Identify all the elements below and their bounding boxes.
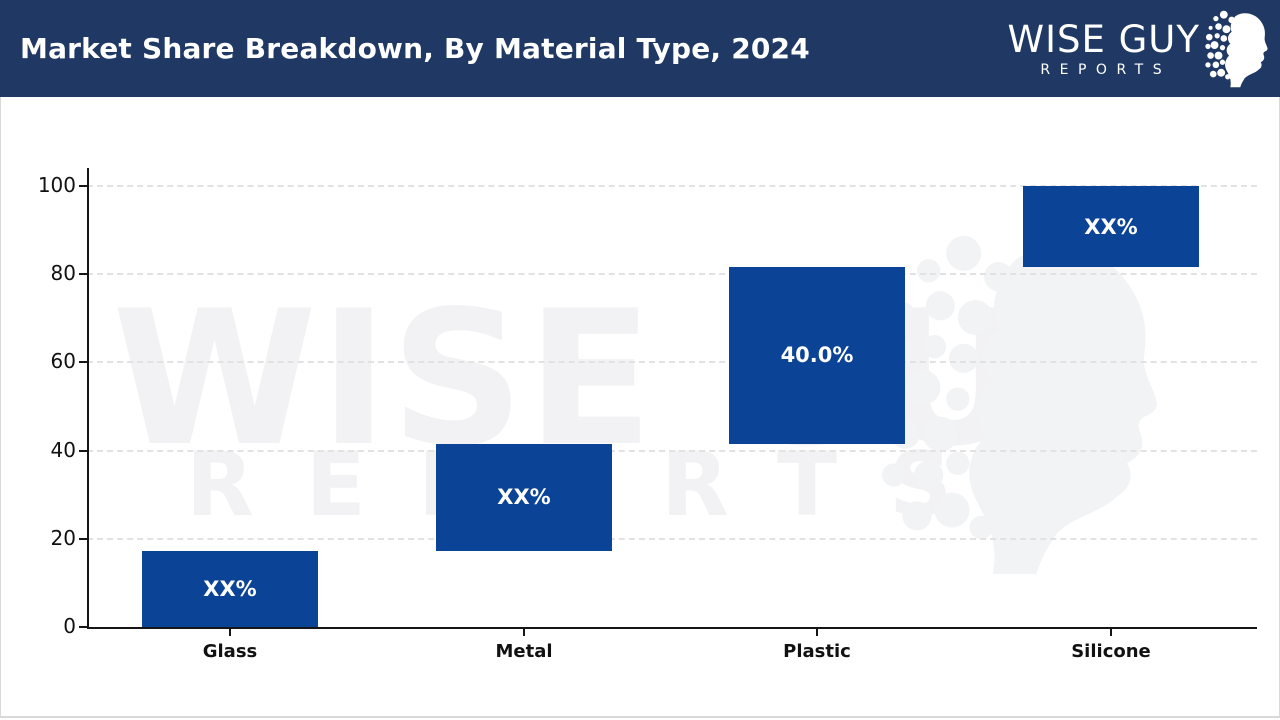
xtick-mark-metal bbox=[523, 629, 525, 636]
ytick-mark-20 bbox=[79, 537, 87, 540]
watermark-head-icon bbox=[882, 235, 1157, 575]
ytick-mark-60 bbox=[79, 361, 87, 364]
bar-glass: XX% bbox=[142, 550, 318, 627]
header-bar: Market Share Breakdown, By Material Type… bbox=[0, 0, 1280, 97]
xtick-mark-silicone bbox=[1110, 629, 1112, 636]
ytick-label-60: 60 bbox=[50, 349, 76, 374]
chart-title: Market Share Breakdown, By Material Type… bbox=[20, 32, 810, 65]
category-label-plastic: Plastic bbox=[783, 641, 851, 662]
bar-metal: XX% bbox=[436, 443, 612, 551]
bar-plastic: 40.0% bbox=[729, 267, 905, 444]
brand-name: WISE GUY bbox=[1007, 17, 1200, 61]
gridline-80 bbox=[87, 273, 1257, 276]
bar-value-label-metal: XX% bbox=[497, 485, 551, 510]
ytick-label-40: 40 bbox=[50, 437, 76, 462]
gridline-40 bbox=[87, 449, 1257, 452]
xtick-mark-plastic bbox=[816, 629, 818, 636]
bar-value-label-glass: XX% bbox=[203, 576, 257, 601]
left-border bbox=[0, 97, 1, 718]
ytick-label-0: 0 bbox=[63, 614, 76, 638]
xtick-mark-glass bbox=[229, 629, 231, 636]
x-axis-spine bbox=[87, 627, 1257, 629]
gridline-60 bbox=[87, 361, 1257, 364]
gridline-20 bbox=[87, 537, 1257, 540]
ytick-mark-40 bbox=[79, 449, 87, 452]
y-axis-spine bbox=[87, 168, 89, 629]
category-label-glass: Glass bbox=[202, 641, 258, 662]
gridline-100 bbox=[87, 185, 1257, 187]
ytick-label-20: 20 bbox=[50, 525, 76, 550]
brand-text: WISE GUY REPORTS bbox=[1007, 17, 1200, 78]
wiseguy-head-logo-icon bbox=[1205, 10, 1268, 87]
category-label-metal: Metal bbox=[495, 641, 553, 662]
ytick-mark-0 bbox=[79, 626, 87, 628]
ytick-label-80: 80 bbox=[50, 261, 76, 286]
category-label-silicone: Silicone bbox=[1071, 641, 1151, 662]
chart-area: WISE GU REPORTS 020406080100XX%GlassXX%M… bbox=[0, 97, 1280, 720]
ytick-label-100: 100 bbox=[37, 173, 76, 197]
brand-subtitle: REPORTS bbox=[1040, 61, 1172, 78]
bottom-border bbox=[0, 716, 1280, 718]
ytick-mark-80 bbox=[79, 273, 87, 276]
ytick-mark-100 bbox=[79, 185, 87, 187]
bar-value-label-silicone: XX% bbox=[1084, 214, 1138, 239]
bar-silicone: XX% bbox=[1023, 186, 1199, 268]
brand-logo: WISE GUY REPORTS bbox=[1008, 0, 1270, 97]
bar-value-label-plastic: 40.0% bbox=[780, 343, 854, 368]
